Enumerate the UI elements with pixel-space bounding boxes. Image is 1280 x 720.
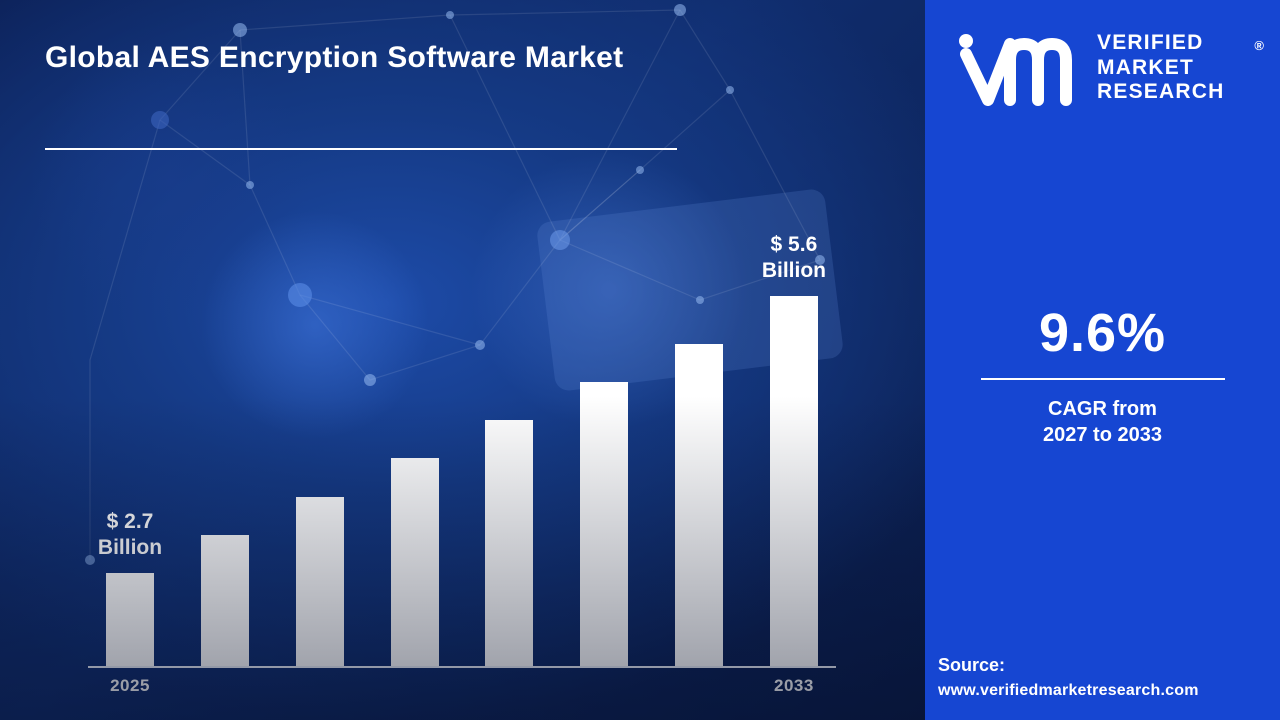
network-decoration bbox=[85, 4, 825, 565]
bar-slot bbox=[485, 228, 534, 668]
bar bbox=[769, 296, 818, 668]
bar bbox=[675, 344, 724, 668]
cagr-block: 9.6% CAGR from 2027 to 2033 bbox=[925, 302, 1280, 448]
bar bbox=[580, 382, 629, 668]
page-title: Global AES Encryption Software Market bbox=[45, 41, 624, 74]
x-axis-label: 2025 bbox=[110, 676, 150, 695]
brand-name-line: VERIFIED bbox=[1097, 30, 1204, 54]
x-axis-line bbox=[88, 666, 836, 668]
bar-slot bbox=[200, 228, 249, 668]
bar-chart: 2025 $ 2.7 Billion 2033 $ 5.6 Billion bbox=[88, 228, 836, 696]
bar-slot bbox=[295, 228, 344, 668]
brand-name: VERIFIED MARKET RESEARCH bbox=[1097, 31, 1224, 105]
source-block: Source: www.verifiedmarketresearch.com bbox=[938, 655, 1199, 700]
bar-slot bbox=[580, 228, 629, 668]
bar-value-label: $ 2.7 Billion bbox=[97, 509, 163, 559]
bar bbox=[295, 497, 344, 668]
brand-name-line: MARKET bbox=[1097, 55, 1195, 79]
bar-slot: 2033 $ 5.6 Billion bbox=[762, 228, 826, 696]
bar-slot bbox=[675, 228, 724, 668]
bar bbox=[485, 420, 534, 668]
bar-slot: 2025 $ 2.7 Billion bbox=[98, 228, 162, 696]
vmr-logo-icon bbox=[959, 34, 1072, 106]
bar bbox=[106, 573, 154, 668]
title-underline bbox=[45, 148, 677, 150]
bars-container: 2025 $ 2.7 Billion 2033 $ 5.6 Billion bbox=[88, 228, 836, 696]
cagr-value: 9.6% bbox=[1038, 303, 1167, 363]
brand-name-line: RESEARCH bbox=[1097, 80, 1225, 104]
cagr-underline bbox=[980, 378, 1225, 380]
bar bbox=[200, 535, 249, 668]
bar-slot bbox=[390, 228, 439, 668]
info-panel: VERIFIED MARKET RESEARCH ® 9.6% CAGR fro… bbox=[925, 0, 1280, 720]
chart-section: Global AES Encryption Software Market 20… bbox=[0, 0, 925, 720]
cagr-caption: CAGR from 2027 to 2033 bbox=[1043, 398, 1162, 446]
x-axis-label: 2033 bbox=[773, 676, 814, 695]
bar bbox=[390, 458, 439, 668]
source-url: www.verifiedmarketresearch.com bbox=[938, 682, 1199, 699]
registered-trademark-icon: ® bbox=[1254, 38, 1264, 53]
source-label: Source: bbox=[938, 655, 1006, 675]
brand-logo-block: VERIFIED MARKET RESEARCH ® bbox=[925, 30, 1280, 106]
bar-value-label: $ 5.6 Billion bbox=[761, 232, 826, 282]
